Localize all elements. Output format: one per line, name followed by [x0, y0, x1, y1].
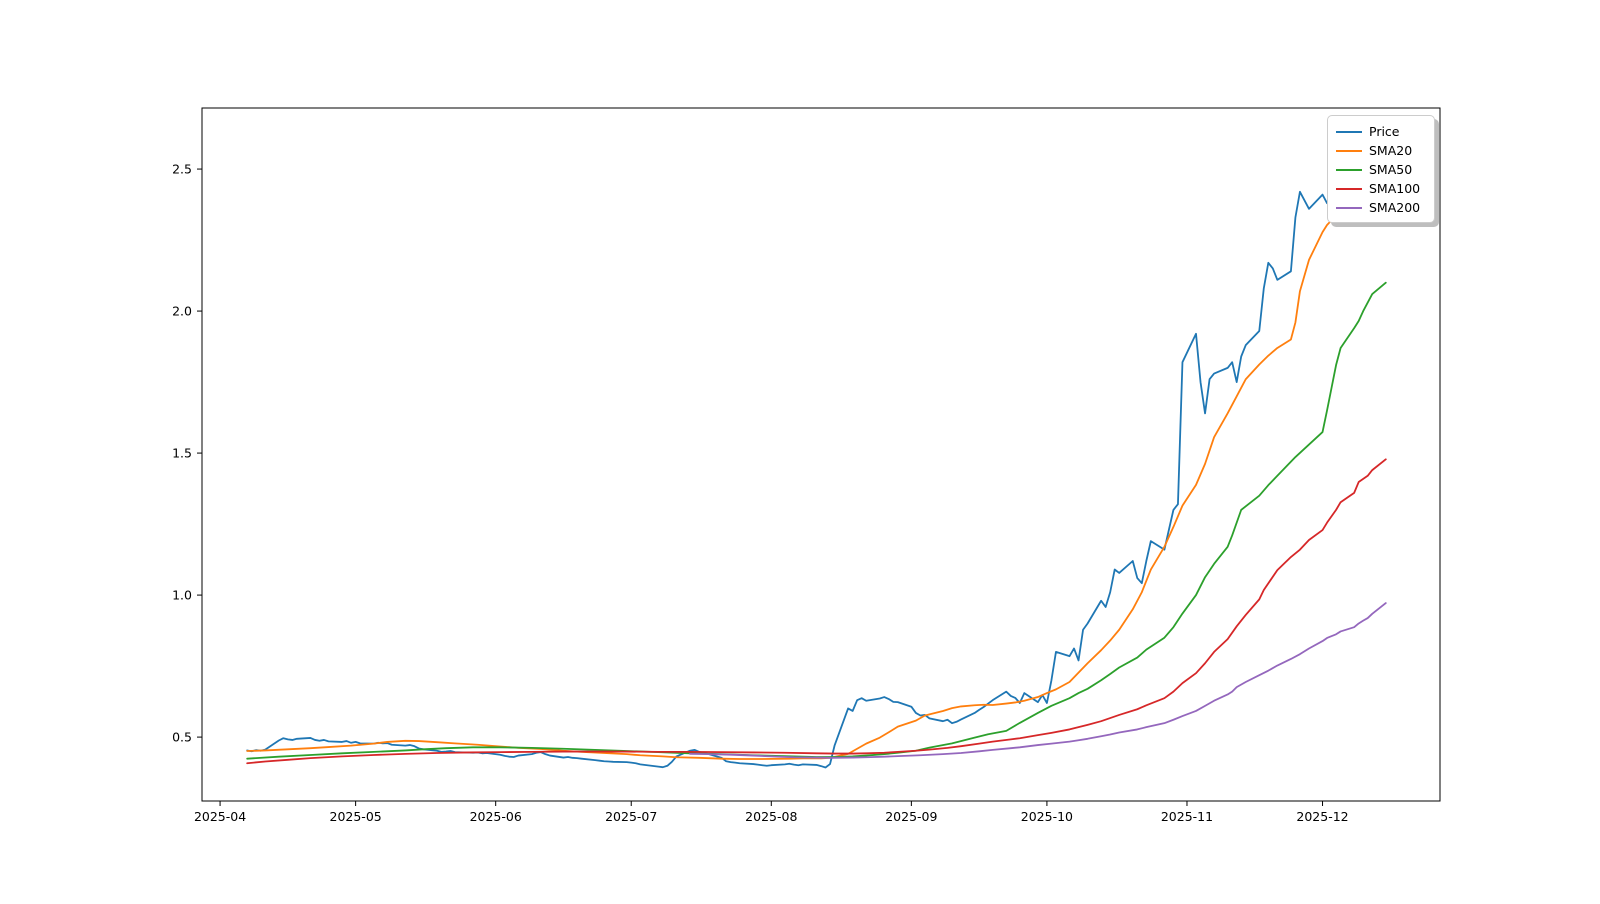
legend-line-swatch: [1336, 187, 1362, 190]
x-tick-label: 2025-12: [1296, 809, 1348, 824]
y-axis: 0.5 1.0 1.5 2.0 2.5: [172, 161, 202, 744]
series-line-price: [246, 182, 1387, 769]
legend-item-sma100: SMA100: [1336, 179, 1426, 198]
series-line-sma100: [246, 458, 1387, 765]
x-tick-label: 2025-10: [1021, 809, 1073, 824]
legend-label: SMA20: [1369, 143, 1413, 158]
x-tick-label: 2025-11: [1161, 809, 1213, 824]
x-tick-label: 2025-05: [330, 809, 382, 824]
legend-label: SMA100: [1369, 181, 1421, 196]
x-axis: 2025-04 2025-05 2025-06 2025-07 2025-08 2025-…: [194, 801, 1349, 824]
x-tick-label: 2025-07: [605, 809, 657, 824]
legend-label: Price: [1369, 124, 1400, 139]
x-tick-label: 2025-06: [470, 809, 522, 824]
y-tick-label: 0.5: [172, 729, 192, 744]
legend-line-swatch: [1336, 149, 1362, 152]
y-tick-label: 1.5: [172, 445, 192, 460]
x-tick-label: 2025-09: [885, 809, 937, 824]
legend-line-swatch: [1336, 206, 1362, 209]
legend-item-sma20: SMA20: [1336, 141, 1426, 160]
legend-item-sma50: SMA50: [1336, 160, 1426, 179]
series-group: [246, 182, 1387, 769]
legend-item-sma200: SMA200: [1336, 198, 1426, 217]
y-tick-label: 2.0: [172, 303, 192, 318]
plot-spines: [201, 107, 1441, 802]
legend-item-price: Price: [1336, 122, 1426, 141]
legend-line-swatch: [1336, 130, 1362, 133]
y-tick-label: 2.5: [172, 161, 192, 176]
legend: Price SMA20 SMA50 SMA100 SMA200: [1327, 115, 1435, 223]
series-line-sma200: [689, 602, 1387, 759]
x-tick-label: 2025-04: [194, 809, 246, 824]
y-tick-label: 1.0: [172, 587, 192, 602]
legend-label: SMA200: [1369, 200, 1421, 215]
series-line-sma50: [246, 281, 1387, 760]
legend-line-swatch: [1336, 168, 1362, 171]
x-tick-label: 2025-08: [745, 809, 797, 824]
series-line-sma20: [246, 203, 1387, 760]
legend-label: SMA50: [1369, 162, 1413, 177]
